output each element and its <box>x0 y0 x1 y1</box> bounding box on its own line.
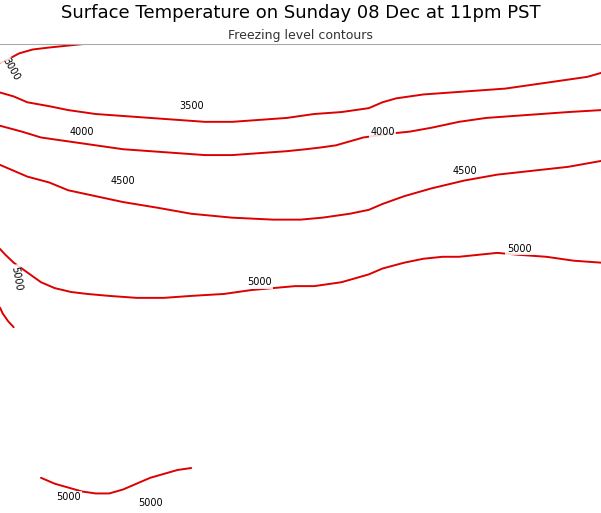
Text: 5000: 5000 <box>138 498 162 508</box>
Text: 4000: 4000 <box>370 127 395 136</box>
Text: Surface Temperature on Sunday 08 Dec at 11pm PST: Surface Temperature on Sunday 08 Dec at … <box>61 4 540 22</box>
Text: 5000: 5000 <box>56 492 81 502</box>
Text: 4500: 4500 <box>111 175 135 186</box>
Text: 5000: 5000 <box>507 244 531 254</box>
Text: 4500: 4500 <box>452 166 477 176</box>
Text: 3500: 3500 <box>179 101 204 111</box>
Text: 5000: 5000 <box>247 277 272 287</box>
Text: 4000: 4000 <box>70 127 94 136</box>
Text: 3000: 3000 <box>1 56 22 82</box>
Text: 5000: 5000 <box>10 265 23 291</box>
Text: Freezing level contours: Freezing level contours <box>228 29 373 42</box>
